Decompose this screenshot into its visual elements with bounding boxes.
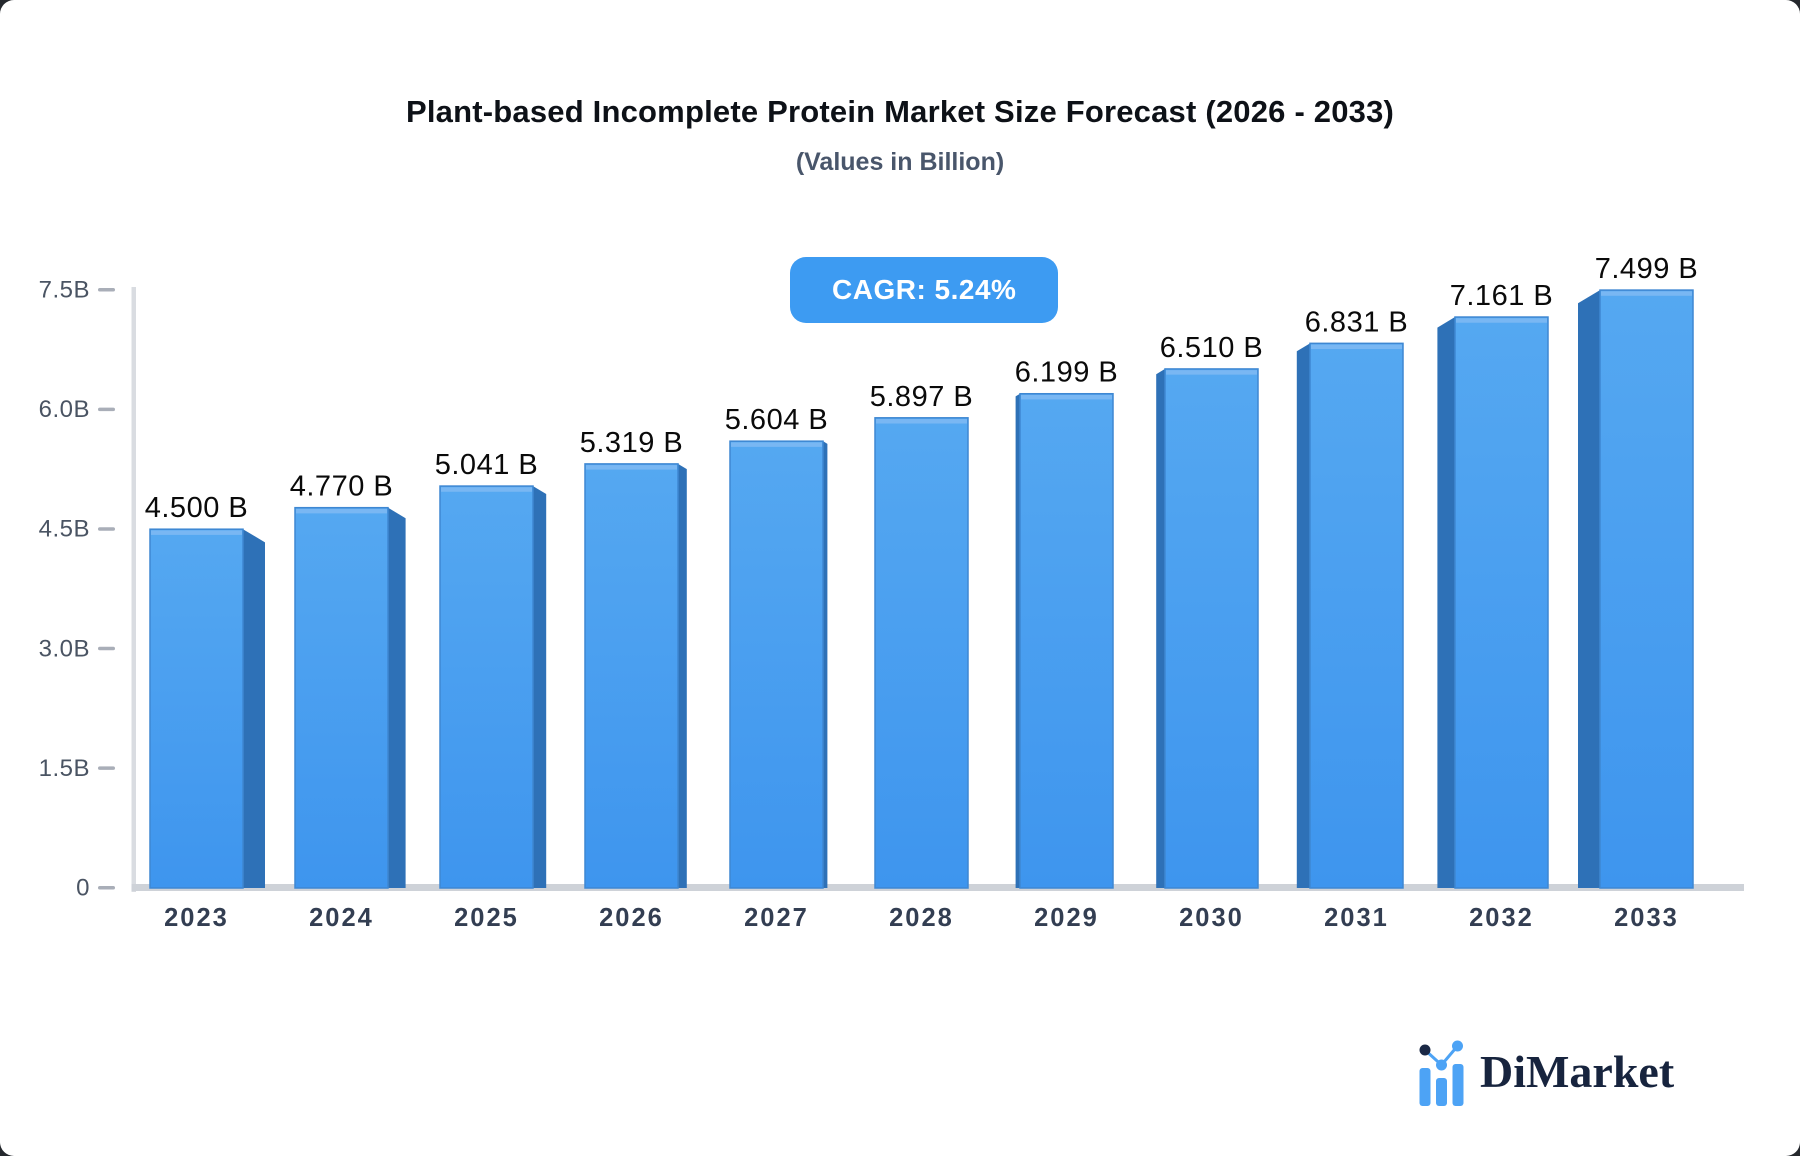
bar-side-face bbox=[1437, 317, 1455, 888]
x-axis-year-label: 2029 bbox=[1034, 904, 1099, 932]
dimarket-logo-icon bbox=[1419, 1040, 1464, 1106]
bar-side-face bbox=[243, 529, 265, 888]
bar-top-highlight bbox=[1021, 394, 1112, 400]
y-tick-label: 4.5B bbox=[39, 516, 90, 543]
chart-subtitle: (Values in Billion) bbox=[795, 148, 1005, 176]
y-tick-mark bbox=[98, 646, 115, 651]
bar-value-label: 6.199 B bbox=[1015, 357, 1118, 389]
bar-front-face-2023 bbox=[149, 528, 244, 889]
x-axis-year-label: 2032 bbox=[1469, 904, 1534, 932]
bar-top-highlight bbox=[1456, 318, 1547, 323]
bar-value-label: 4.500 B bbox=[145, 492, 248, 524]
logo-dot-navy bbox=[1419, 1044, 1431, 1056]
bar-front-face-2027 bbox=[729, 440, 824, 889]
logo-bar-3 bbox=[1452, 1064, 1464, 1106]
y-tick-label: 6.0B bbox=[39, 396, 90, 423]
x-axis-year-label: 2030 bbox=[1179, 904, 1244, 932]
x-axis-year-label: 2027 bbox=[744, 904, 809, 932]
logo-dot-mid bbox=[1436, 1059, 1447, 1071]
bar-value-label: 5.604 B bbox=[725, 404, 828, 436]
bar-top-highlight bbox=[1601, 291, 1692, 296]
bar-side-face bbox=[533, 486, 547, 888]
bar-top-highlight bbox=[441, 487, 532, 492]
x-axis-year-label: 2028 bbox=[889, 904, 954, 932]
x-axis-year-label: 2025 bbox=[454, 904, 519, 932]
y-tick-label: 7.5B bbox=[39, 277, 90, 304]
bar-value-label: 5.897 B bbox=[870, 381, 973, 413]
bar-front-face-2030 bbox=[1164, 368, 1259, 889]
y-tick-label: 3.0B bbox=[39, 635, 90, 662]
bar-side-face bbox=[1015, 393, 1020, 888]
logo-bar-1 bbox=[1419, 1068, 1431, 1106]
bar-front-face-2025 bbox=[439, 485, 534, 889]
chart-title: Plant-based Incomplete Protein Market Si… bbox=[405, 94, 1395, 129]
bar-front-face-2026 bbox=[584, 463, 679, 889]
bar-front-face-2029 bbox=[1019, 392, 1114, 889]
bar-top-highlight bbox=[586, 465, 677, 470]
bar-front-face-2024 bbox=[294, 506, 389, 889]
y-tick-mark bbox=[98, 407, 115, 412]
brand-logo: DiMarket bbox=[1416, 1038, 1674, 1106]
x-axis-year-label: 2023 bbox=[164, 904, 229, 932]
bar-front-face-2032 bbox=[1454, 316, 1549, 889]
bar-side-face bbox=[1578, 290, 1600, 889]
bar-side-face bbox=[1156, 368, 1165, 888]
bar-front-face-2033 bbox=[1599, 289, 1694, 889]
x-axis-year-label: 2026 bbox=[599, 904, 664, 932]
bar-top-highlight bbox=[296, 508, 387, 514]
bar-value-label: 7.499 B bbox=[1595, 253, 1698, 285]
bar-value-label: 5.041 B bbox=[435, 449, 538, 481]
y-tick-mark bbox=[98, 766, 115, 770]
x-axis-year-label: 2024 bbox=[309, 904, 374, 932]
x-axis-year-label: 2033 bbox=[1614, 904, 1679, 932]
x-axis-year-label: 2031 bbox=[1324, 904, 1389, 932]
cagr-badge: CAGR: 5.24% bbox=[790, 257, 1059, 323]
brand-logo-text: DiMarket bbox=[1480, 1046, 1675, 1097]
bar-front-face-2028 bbox=[874, 417, 969, 889]
bar-side-face bbox=[678, 463, 687, 888]
logo-dot-right bbox=[1452, 1040, 1463, 1052]
y-axis-line bbox=[131, 287, 136, 892]
bar-top-highlight bbox=[876, 419, 967, 424]
y-tick-mark bbox=[98, 886, 115, 890]
bar-value-label: 6.510 B bbox=[1160, 332, 1263, 364]
bar-top-highlight bbox=[151, 530, 242, 535]
bar-top-highlight bbox=[731, 442, 822, 447]
bar-front-face-2031 bbox=[1309, 342, 1404, 889]
y-tick-mark bbox=[98, 527, 115, 531]
bar-value-label: 6.831 B bbox=[1305, 306, 1408, 338]
bar-side-face bbox=[823, 441, 828, 888]
bar-value-label: 4.770 B bbox=[290, 471, 393, 503]
bar-value-label: 5.319 B bbox=[580, 427, 683, 459]
bar-top-highlight bbox=[1166, 370, 1257, 375]
bar-value-label: 7.161 B bbox=[1450, 280, 1553, 312]
cagr-badge-label: CAGR: 5.24% bbox=[832, 274, 1017, 305]
bar-top-highlight bbox=[1311, 344, 1402, 350]
y-tick-mark bbox=[98, 288, 115, 292]
y-tick-label: 0 bbox=[76, 875, 90, 902]
bar-side-face bbox=[1296, 343, 1310, 888]
logo-bar-2 bbox=[1436, 1078, 1447, 1106]
bar-side-face bbox=[388, 507, 406, 888]
y-tick-label: 1.5B bbox=[39, 755, 90, 782]
